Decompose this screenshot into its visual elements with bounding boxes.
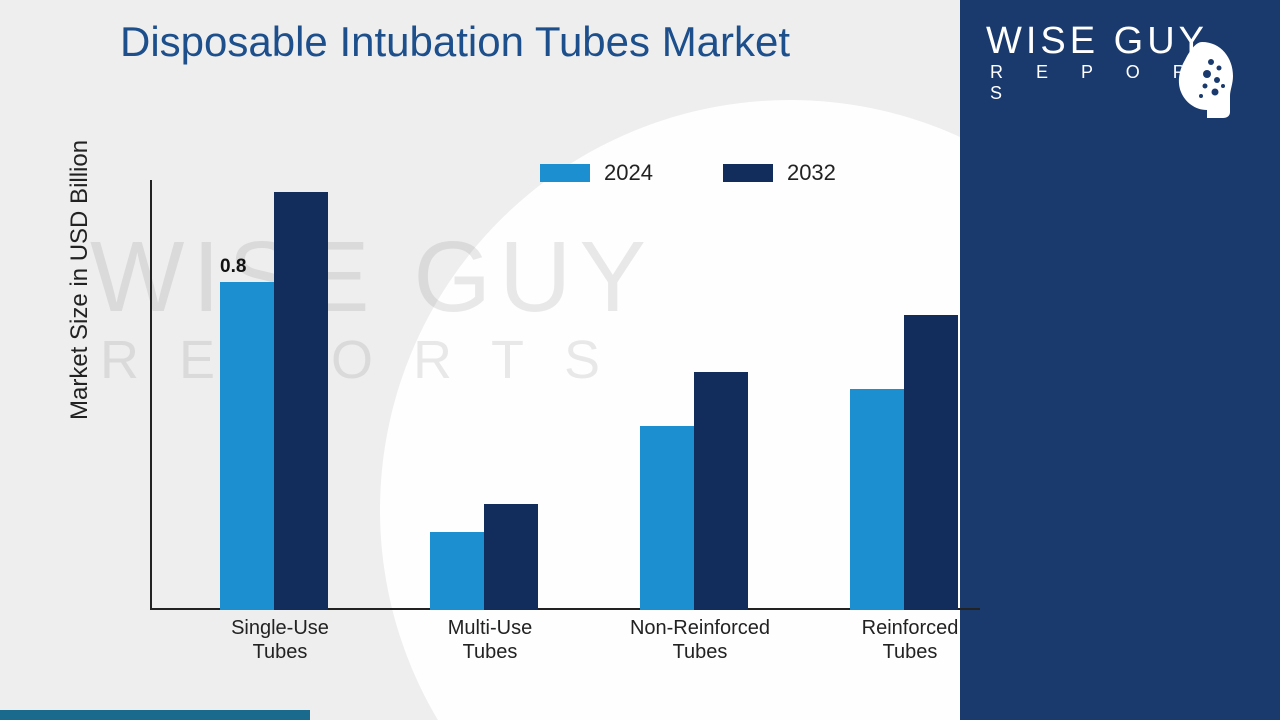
x-category-label: Single-UseTubes <box>180 616 380 664</box>
bar-2032 <box>694 372 748 610</box>
bar-2024 <box>850 389 904 610</box>
chart-title: Disposable Intubation Tubes Market <box>120 18 790 66</box>
bar-2032 <box>904 315 958 610</box>
chart-area: Market Size in USD Billion 0.8Single-Use… <box>80 180 980 670</box>
bar-value-label: 0.8 <box>220 256 246 278</box>
bar-2024 <box>640 426 694 610</box>
x-category-label: Multi-UseTubes <box>390 616 590 664</box>
y-axis-label: Market Size in USD Billion <box>66 140 94 420</box>
bar-2032 <box>484 504 538 610</box>
x-category-label: Non-ReinforcedTubes <box>600 616 800 664</box>
x-category-label: ReinforcedTubes <box>810 616 1010 664</box>
bar-2032 <box>274 192 328 610</box>
bar-2024 <box>430 532 484 610</box>
logo-head-icon <box>1166 40 1238 120</box>
bar-2024 <box>220 282 274 610</box>
plot-area: 0.8Single-UseTubesMulti-UseTubesNon-Rein… <box>150 180 980 610</box>
page-root: WISE GUY REPORTS WISE GUY R E P O R T S … <box>0 0 1280 720</box>
brand-logo: WISE GUY R E P O R T S <box>986 22 1256 104</box>
y-axis <box>150 180 152 610</box>
footer-accent-bar <box>0 710 310 720</box>
